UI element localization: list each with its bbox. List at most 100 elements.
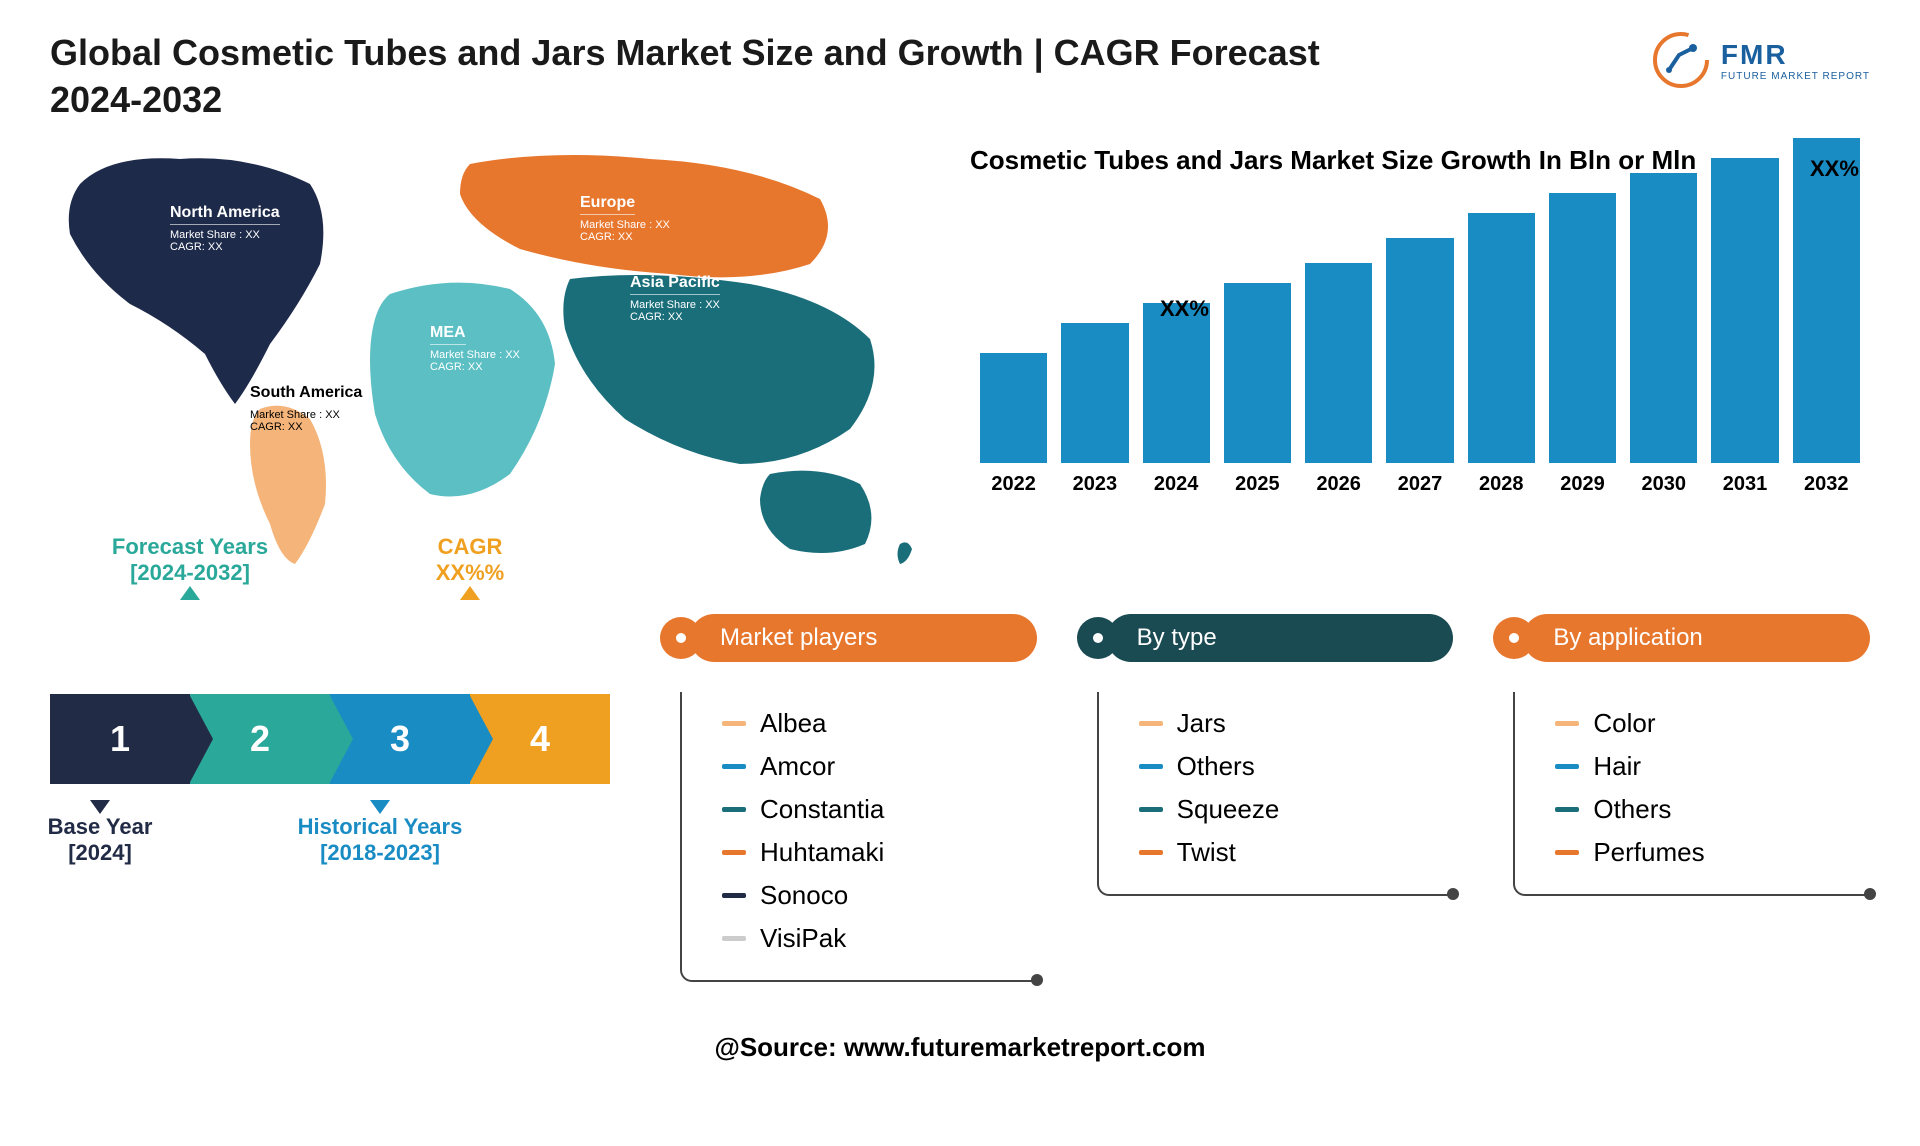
top-row: North America Market Share : XX CAGR: XX… [50, 144, 1870, 574]
title-block: Global Cosmetic Tubes and Jars Market Si… [50, 30, 1651, 124]
category-item-label: Constantia [760, 794, 884, 825]
category-item: Others [1139, 745, 1434, 788]
dash-icon [722, 850, 746, 855]
category-header: Market players [660, 614, 1037, 662]
category-list: Jars Others Squeeze Twist [1097, 692, 1454, 896]
arrow-down-icon [370, 800, 390, 814]
dash-icon [1139, 721, 1163, 726]
chevron-icon [469, 694, 493, 784]
dash-icon [722, 893, 746, 898]
bar [1305, 263, 1372, 463]
dash-icon [1555, 807, 1579, 812]
region-label-south-america: South America Market Share : XX CAGR: XX [250, 384, 362, 433]
region-cagr: CAGR: XX [250, 421, 362, 433]
category-item-label: Squeeze [1177, 794, 1280, 825]
dash-icon [722, 764, 746, 769]
dash-icon [1555, 850, 1579, 855]
category-column: By type Jars Others Squeeze Twist [1077, 614, 1454, 982]
dash-icon [1555, 721, 1579, 726]
dash-icon [1139, 850, 1163, 855]
bar [1793, 138, 1860, 463]
category-item-label: Amcor [760, 751, 835, 782]
dash-icon [722, 936, 746, 941]
category-item: Twist [1139, 831, 1434, 874]
bottom-row: 1234 Base Year [2024] Historical Years [… [50, 614, 1870, 982]
category-pill: By application [1523, 614, 1870, 662]
bar [1468, 213, 1535, 463]
bar-year-label: 2028 [1479, 473, 1524, 496]
region-label-asia-pacific: Asia Pacific Market Share : XX CAGR: XX [630, 274, 720, 323]
logo-sub: FUTURE MARKET REPORT [1721, 71, 1870, 82]
timeline-bottom-label: Base Year [2024] [0, 794, 210, 866]
bar-wrap: 2031 [1711, 158, 1778, 496]
region-label-europe: Europe Market Share : XX CAGR: XX [580, 194, 670, 243]
timeline-top-label: CAGR XX%% [390, 534, 550, 606]
bar-year-label: 2031 [1723, 473, 1768, 496]
region-share: Market Share : XX [430, 349, 520, 361]
category-item-label: Albea [760, 708, 827, 739]
tl-label-sub: XX%% [390, 560, 550, 586]
category-pill: Market players [690, 614, 1037, 662]
region-share: Market Share : XX [250, 409, 362, 421]
bar-year-label: 2027 [1398, 473, 1443, 496]
region-share: Market Share : XX [170, 229, 280, 241]
region-label-mea: MEA Market Share : XX CAGR: XX [430, 324, 520, 373]
logo-text: FMR FUTURE MARKET REPORT [1721, 39, 1870, 82]
bar-year-label: 2024 [1154, 473, 1199, 496]
region-cagr: CAGR: XX [630, 311, 720, 323]
timeline: 1234 Base Year [2024] Historical Years [… [50, 614, 610, 904]
title-line2: 2024-2032 [50, 79, 222, 120]
category-item-label: Twist [1177, 837, 1236, 868]
header: Global Cosmetic Tubes and Jars Market Si… [50, 30, 1870, 124]
category-pill: By type [1107, 614, 1454, 662]
region-share: Market Share : XX [580, 219, 670, 231]
tl-label-title: CAGR [390, 534, 550, 560]
title-line1: Global Cosmetic Tubes and Jars Market Si… [50, 32, 1320, 73]
category-item: VisiPak [722, 917, 1017, 960]
dash-icon [1555, 764, 1579, 769]
bar-wrap: 2024 [1143, 303, 1210, 496]
category-item-label: Others [1177, 751, 1255, 782]
tl-label-title: Base Year [0, 814, 210, 840]
page-title: Global Cosmetic Tubes and Jars Market Si… [50, 30, 1651, 124]
bar-callout: XX% [1810, 156, 1859, 182]
region-label-north-america: North America Market Share : XX CAGR: XX [170, 204, 280, 253]
bar-wrap: 2030 [1630, 173, 1697, 496]
category-item-label: Others [1593, 794, 1671, 825]
dot-icon [660, 617, 702, 659]
bar-year-label: 2032 [1804, 473, 1849, 496]
chevron-icon [189, 694, 213, 784]
bar-wrap: 2027 [1386, 238, 1453, 496]
region-name: North America [170, 204, 280, 225]
bar-year-label: 2025 [1235, 473, 1280, 496]
bar-wrap: 2022 [980, 353, 1047, 496]
bar [1549, 193, 1616, 463]
dot-icon [1077, 617, 1119, 659]
dash-icon [1139, 764, 1163, 769]
bar [1224, 283, 1291, 463]
categories: Market players Albea Amcor Constantia Hu… [660, 614, 1870, 982]
category-item: Constantia [722, 788, 1017, 831]
category-header: By application [1493, 614, 1870, 662]
bar [1143, 303, 1210, 463]
bar-year-label: 2026 [1316, 473, 1361, 496]
arrow-down-icon [90, 800, 110, 814]
region-cagr: CAGR: XX [170, 241, 280, 253]
category-item-label: Perfumes [1593, 837, 1704, 868]
tl-label-title: Historical Years [270, 814, 490, 840]
category-item: Hair [1555, 745, 1850, 788]
bar [1630, 173, 1697, 463]
chevron-icon [329, 694, 353, 784]
bar [1061, 323, 1128, 463]
category-list: Albea Amcor Constantia Huhtamaki Sonoco … [680, 692, 1037, 982]
bars-area: 2022 2023 2024 2025 2026 2027 2028 2029 … [970, 186, 1870, 496]
region-name: MEA [430, 324, 466, 345]
bar-year-label: 2023 [1073, 473, 1118, 496]
bar-chart: Cosmetic Tubes and Jars Market Size Grow… [970, 144, 1870, 574]
timeline-top-label: Forecast Years [2024-2032] [110, 534, 270, 606]
category-item-label: Sonoco [760, 880, 848, 911]
category-item-label: Jars [1177, 708, 1226, 739]
bar-year-label: 2029 [1560, 473, 1605, 496]
category-item: Jars [1139, 702, 1434, 745]
bar-wrap: 2032 [1793, 138, 1860, 496]
